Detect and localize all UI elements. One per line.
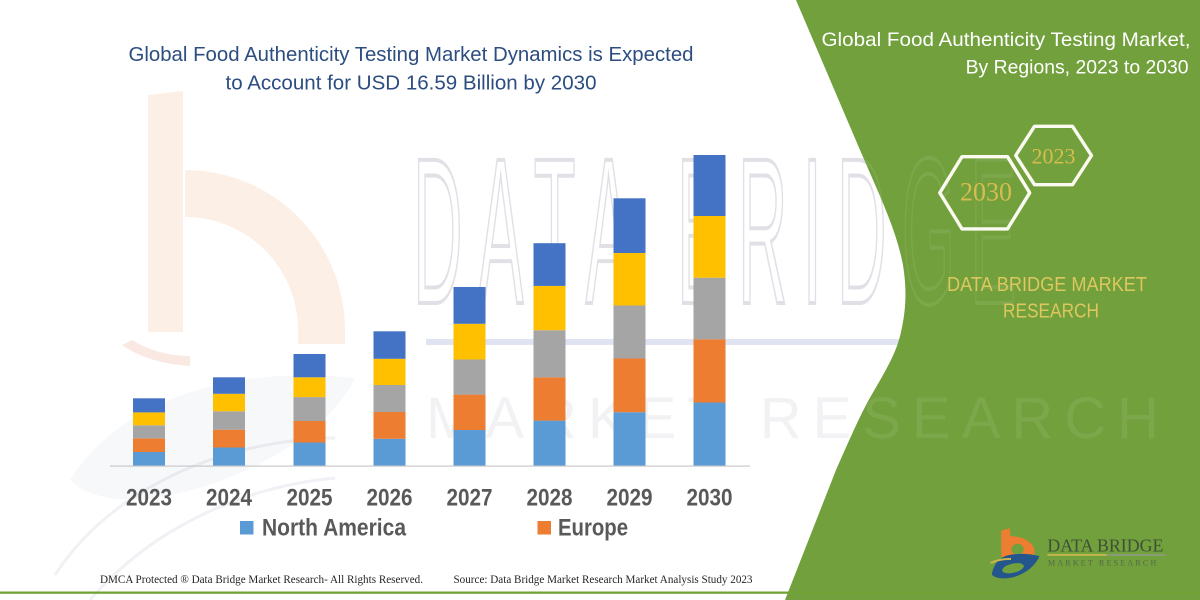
svg-text:Global Food Authenticity Testi: Global Food Authenticity Testing Market … — [129, 43, 694, 66]
svg-text:2027: 2027 — [447, 485, 493, 512]
svg-text:DATA BRIDGE: DATA BRIDGE — [1047, 536, 1163, 556]
svg-text:DMCA Protected ® Data Bridge M: DMCA Protected ® Data Bridge Market Rese… — [100, 574, 423, 586]
svg-text:DATA BRIDGE MARKET: DATA BRIDGE MARKET — [947, 274, 1147, 296]
svg-text:2030: 2030 — [687, 485, 733, 512]
svg-text:2023: 2023 — [1032, 144, 1076, 169]
svg-text:2028: 2028 — [527, 485, 573, 512]
svg-text:By Regions, 2023 to 2030: By Regions, 2023 to 2030 — [966, 57, 1189, 79]
svg-text:2026: 2026 — [367, 485, 413, 512]
svg-text:MARKET RESEARCH: MARKET RESEARCH — [1048, 559, 1158, 568]
svg-text:2029: 2029 — [607, 485, 653, 512]
svg-text:North America: North America — [262, 515, 407, 542]
svg-text:2024: 2024 — [206, 485, 253, 512]
svg-text:2030: 2030 — [960, 178, 1012, 207]
svg-text:Global Food Authenticity Testi: Global Food Authenticity Testing Market, — [822, 29, 1191, 51]
svg-text:2025: 2025 — [287, 485, 333, 512]
svg-text:Europe: Europe — [558, 515, 628, 542]
svg-text:2023: 2023 — [126, 485, 172, 512]
svg-text:to Account for USD 16.59 Billi: to Account for USD 16.59 Billion by 2030 — [226, 72, 597, 95]
svg-text:Source: Data Bridge Market Res: Source: Data Bridge Market Research Mark… — [454, 574, 753, 586]
svg-text:RESEARCH: RESEARCH — [1003, 301, 1099, 323]
